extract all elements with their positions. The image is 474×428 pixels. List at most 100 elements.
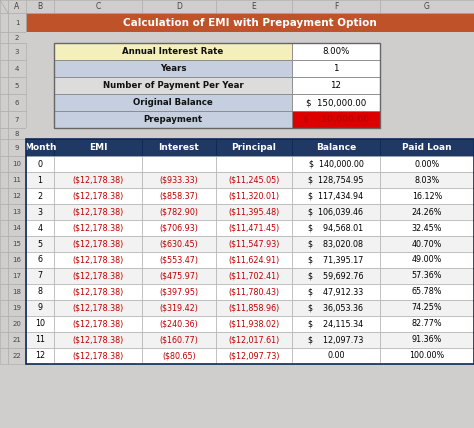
Bar	[54, 316, 142, 332]
Bar	[292, 172, 380, 188]
Bar	[380, 268, 474, 284]
Text: ($160.77): ($160.77)	[160, 336, 199, 345]
Bar	[0, 13, 8, 32]
Bar	[54, 0, 142, 13]
Text: 0.00: 0.00	[327, 351, 345, 360]
Bar	[54, 172, 142, 188]
Bar	[54, 60, 292, 77]
Text: $    83,020.08: $ 83,020.08	[309, 240, 364, 249]
Text: $  117,434.94: $ 117,434.94	[309, 191, 364, 200]
Text: 82.77%: 82.77%	[412, 319, 442, 329]
Text: 3: 3	[15, 48, 19, 54]
Bar	[8, 284, 26, 300]
Bar	[0, 32, 8, 43]
Bar	[54, 252, 142, 268]
Bar	[8, 94, 26, 111]
Text: F: F	[334, 2, 338, 11]
Bar	[142, 316, 216, 332]
Bar	[0, 332, 8, 348]
Bar	[8, 300, 26, 316]
Bar	[0, 316, 8, 332]
Bar	[26, 32, 474, 43]
Bar	[292, 0, 380, 13]
Text: ($706.93): ($706.93)	[160, 223, 199, 232]
Bar	[26, 252, 54, 268]
Bar	[26, 268, 54, 284]
Bar	[54, 111, 292, 128]
Bar	[292, 188, 380, 204]
Text: ($12,017.61): ($12,017.61)	[228, 336, 280, 345]
Bar	[0, 220, 8, 236]
Bar	[26, 156, 54, 172]
Bar	[142, 156, 216, 172]
Bar	[142, 284, 216, 300]
Text: ($933.33): ($933.33)	[160, 175, 199, 184]
Text: ($11,471.45): ($11,471.45)	[228, 223, 280, 232]
Bar	[380, 348, 474, 364]
Text: 11: 11	[12, 177, 21, 183]
Text: 5: 5	[37, 240, 43, 249]
Bar	[54, 43, 292, 60]
Bar	[8, 220, 26, 236]
Bar	[26, 13, 474, 32]
Text: 8.03%: 8.03%	[414, 175, 439, 184]
Bar	[8, 13, 26, 32]
Text: 1: 1	[37, 175, 43, 184]
Text: ($11,938.02): ($11,938.02)	[228, 319, 280, 329]
Text: EMI: EMI	[89, 143, 107, 152]
Bar	[54, 43, 380, 128]
Bar	[216, 284, 292, 300]
Bar	[8, 0, 26, 13]
Text: ($11,547.93): ($11,547.93)	[228, 240, 280, 249]
Text: Annual Interest Rate: Annual Interest Rate	[122, 47, 224, 56]
Bar	[292, 268, 380, 284]
Bar	[142, 268, 216, 284]
Text: ($11,624.91): ($11,624.91)	[228, 256, 280, 265]
Bar	[0, 284, 8, 300]
Bar	[26, 204, 54, 220]
Text: ($12,178.38): ($12,178.38)	[73, 175, 124, 184]
Bar	[8, 268, 26, 284]
Bar	[142, 300, 216, 316]
Bar	[54, 236, 142, 252]
Text: $    10,000.00: $ 10,000.00	[303, 115, 369, 124]
Text: E: E	[252, 2, 256, 11]
Bar	[54, 284, 142, 300]
Text: 8.00%: 8.00%	[322, 47, 350, 56]
Bar	[54, 348, 142, 364]
Bar	[380, 0, 474, 13]
Bar	[26, 172, 54, 188]
Text: 4: 4	[15, 65, 19, 71]
Text: B: B	[37, 2, 43, 11]
Text: ($12,178.38): ($12,178.38)	[73, 240, 124, 249]
Bar	[0, 188, 8, 204]
Text: 13: 13	[12, 209, 21, 215]
Bar	[292, 60, 380, 77]
Bar	[8, 172, 26, 188]
Bar	[0, 60, 8, 77]
Bar	[216, 188, 292, 204]
Bar	[292, 332, 380, 348]
Text: ($11,858.96): ($11,858.96)	[228, 303, 280, 312]
Bar	[8, 204, 26, 220]
Bar	[8, 332, 26, 348]
Text: D: D	[176, 2, 182, 11]
Text: ($12,178.38): ($12,178.38)	[73, 303, 124, 312]
Text: ($12,178.38): ($12,178.38)	[73, 288, 124, 297]
Bar	[142, 252, 216, 268]
Bar	[142, 236, 216, 252]
Bar	[216, 252, 292, 268]
Bar	[54, 77, 292, 94]
Text: ($11,702.41): ($11,702.41)	[228, 271, 280, 280]
Bar	[380, 252, 474, 268]
Bar	[292, 236, 380, 252]
Text: $  106,039.46: $ 106,039.46	[309, 208, 364, 217]
Text: ($11,245.05): ($11,245.05)	[228, 175, 280, 184]
Text: 7: 7	[15, 116, 19, 122]
Text: Original Balance: Original Balance	[133, 98, 213, 107]
Text: ($12,097.73): ($12,097.73)	[228, 351, 280, 360]
Text: 100.00%: 100.00%	[410, 351, 445, 360]
Text: 16: 16	[12, 257, 21, 263]
Bar	[216, 332, 292, 348]
Text: ($630.45): ($630.45)	[160, 240, 199, 249]
